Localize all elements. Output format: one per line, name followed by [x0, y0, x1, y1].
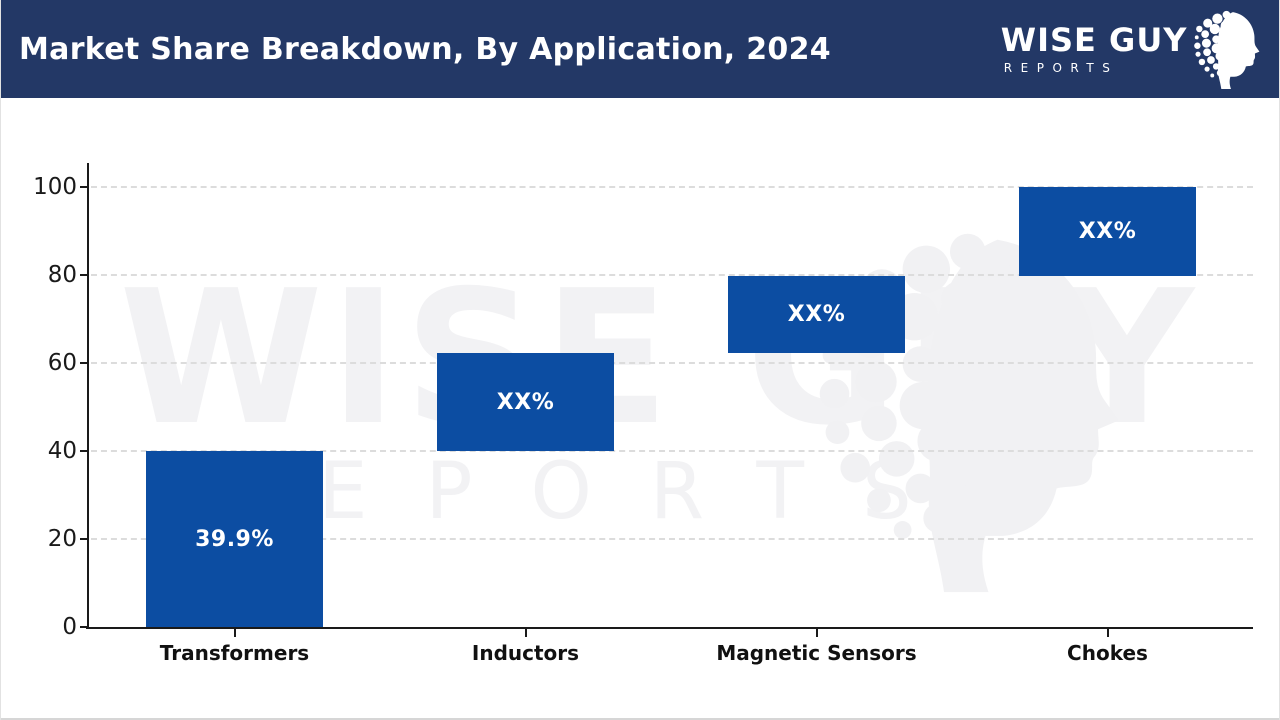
y-tick-label: 40: [47, 438, 77, 464]
y-tick-label: 60: [47, 350, 77, 376]
gridline-20: [91, 538, 1253, 540]
bar-value-label: XX%: [1078, 219, 1137, 245]
x-axis: [86, 627, 1253, 629]
bar-value-label: 39.9%: [195, 526, 274, 552]
header-bar: Market Share Breakdown, By Application, …: [1, 0, 1279, 98]
x-category-label: Chokes: [1067, 641, 1148, 665]
logo-reports-text: REPORTS: [1003, 60, 1119, 75]
y-tick-label: 0: [62, 614, 77, 640]
bar-inductors: XX%: [437, 352, 614, 452]
bar-transformers: 39.9%: [146, 451, 323, 627]
x-category-label: Magnetic Sensors: [716, 641, 917, 665]
gridline-100: [91, 186, 1253, 188]
y-tick-label: 20: [47, 526, 77, 552]
logo-wordmark: WISE GUY REPORTS: [1001, 24, 1188, 75]
face-dots-icon: [1194, 10, 1260, 90]
watermark-reports-text: REPORTS: [206, 447, 970, 537]
y-axis: [87, 163, 89, 629]
bar-value-label: XX%: [496, 389, 555, 415]
y-tick: [80, 626, 88, 628]
bar-value-label: XX%: [787, 302, 846, 328]
x-tick: [1106, 629, 1109, 637]
chart-title: Market Share Breakdown, By Application, …: [19, 31, 831, 67]
y-tick: [80, 538, 88, 540]
chart-area: WISE GUY REPORTS 0 20 40 60 80 100 39.9% Transf…: [1, 98, 1279, 720]
y-tick-label: 100: [33, 174, 77, 200]
x-category-label: Transformers: [159, 641, 310, 665]
plot: 0 20 40 60 80 100 39.9% Transformers XX% Inductor…: [1, 98, 1279, 718]
y-tick-label: 80: [47, 262, 77, 288]
y-tick: [80, 362, 88, 364]
x-category-label: Inductors: [471, 641, 580, 665]
y-tick: [80, 186, 88, 188]
bar-magnetic-sensors: XX%: [728, 276, 905, 353]
y-tick: [80, 450, 88, 452]
gridline-60: [91, 362, 1253, 364]
logo-name-text: WISE GUY: [1000, 20, 1188, 59]
brand-logo: WISE GUY REPORTS: [1001, 7, 1267, 91]
x-tick: [524, 629, 527, 637]
x-tick: [815, 629, 818, 637]
x-tick: [233, 629, 236, 637]
bar-chokes: XX%: [1019, 187, 1196, 277]
gridline-80: [91, 274, 1253, 276]
gridline-40: [91, 450, 1253, 452]
y-tick: [80, 274, 88, 276]
